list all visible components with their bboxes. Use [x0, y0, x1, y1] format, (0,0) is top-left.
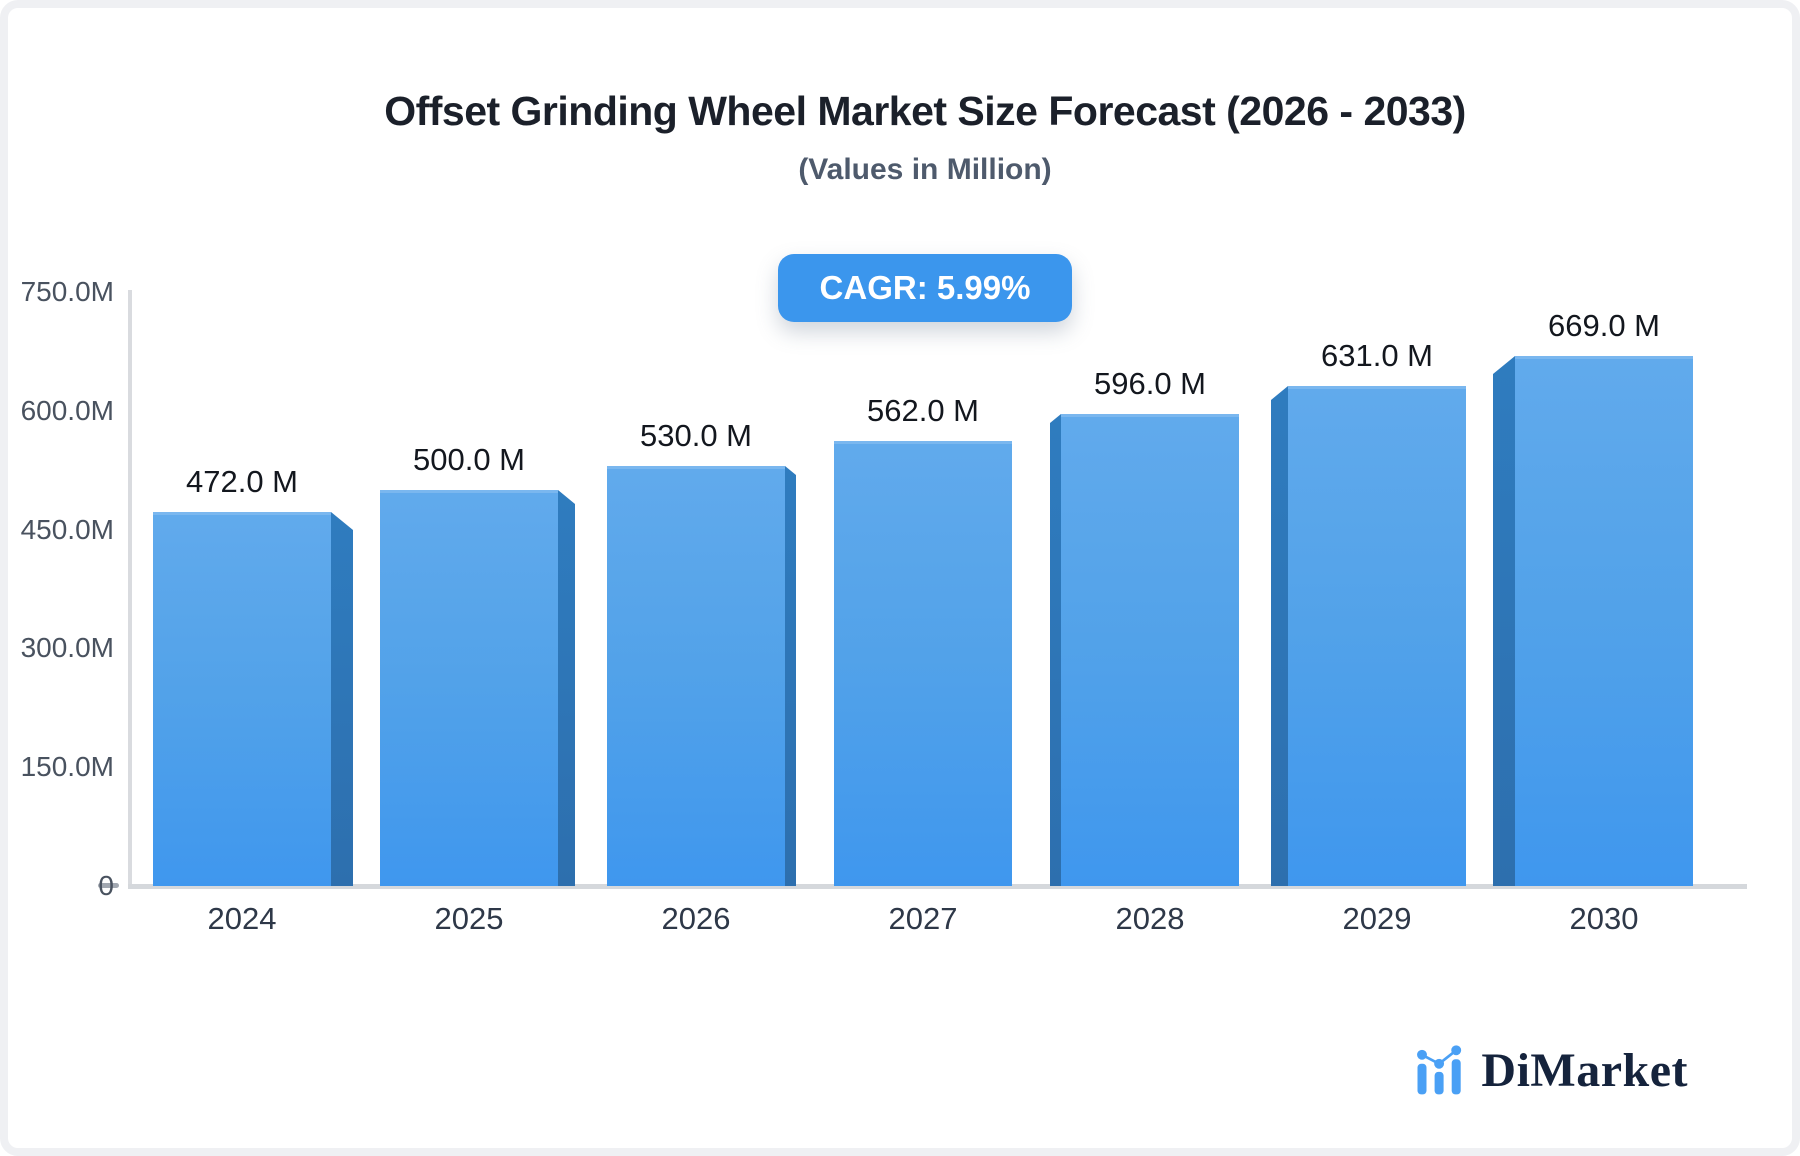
- x-axis-line: [128, 884, 1747, 889]
- dimarket-logo-text: DiMarket: [1481, 1044, 1688, 1097]
- bar-side-face: [1493, 356, 1515, 886]
- bar: [607, 466, 796, 886]
- bar-face: [607, 466, 785, 886]
- bar-value-label: 596.0 M: [1093, 366, 1206, 401]
- bar-value-label: 669.0 M: [1547, 308, 1660, 343]
- y-tick-label: 300.0M: [20, 632, 114, 664]
- bar-side-face: [1050, 414, 1061, 886]
- chart-header: Offset Grinding Wheel Market Size Foreca…: [50, 88, 1800, 187]
- x-tick-label: 2027: [888, 901, 958, 936]
- bar-value-label: 562.0 M: [866, 393, 979, 428]
- y-tick-label: 600.0M: [20, 394, 114, 426]
- bar: [1493, 356, 1693, 886]
- bar-face: [1061, 414, 1239, 886]
- bar-face: [1515, 356, 1693, 886]
- x-tick-label: 2024: [207, 901, 277, 936]
- bar-face: [380, 490, 558, 886]
- bar-value-label: 500.0 M: [412, 442, 525, 477]
- bar: [1271, 386, 1466, 886]
- y-tick-label: 0: [98, 870, 114, 901]
- x-tick-label: 2026: [661, 901, 731, 936]
- bar-side-face: [558, 490, 575, 886]
- chart-title: Offset Grinding Wheel Market Size Foreca…: [384, 88, 1466, 134]
- y-axis-line: [128, 290, 132, 888]
- bar-value-label: 472.0 M: [185, 464, 298, 499]
- x-tick-label: 2028: [1115, 901, 1185, 936]
- bar-value-label: 631.0 M: [1320, 338, 1433, 373]
- cagr-badge: CAGR: 5.99%: [777, 254, 1073, 322]
- x-tick-label: 2025: [434, 901, 504, 936]
- bar-side-face: [331, 512, 353, 886]
- bar: [153, 512, 353, 886]
- bar-face: [834, 441, 1012, 886]
- bar: [834, 441, 1012, 886]
- y-tick-label: 750.0M: [20, 276, 114, 307]
- y-tick-label: 450.0M: [20, 513, 114, 545]
- bar-face: [1288, 386, 1466, 886]
- bar-chart-trend-icon: [1417, 1044, 1462, 1094]
- zero-tick-mark: [98, 883, 119, 888]
- chart-subtitle: (Values in Million): [798, 153, 1052, 186]
- bar-value-label: 530.0 M: [639, 418, 752, 453]
- bar: [1050, 414, 1239, 886]
- bar-face: [153, 512, 331, 886]
- bar-side-face: [1271, 386, 1288, 886]
- y-tick-label: 150.0M: [20, 751, 114, 783]
- x-tick-label: 2029: [1342, 901, 1412, 936]
- x-tick-label: 2030: [1569, 901, 1639, 936]
- bar: [380, 490, 575, 886]
- bar-side-face: [785, 466, 796, 886]
- dimarket-watermark: DiMarket: [1413, 1043, 1688, 1098]
